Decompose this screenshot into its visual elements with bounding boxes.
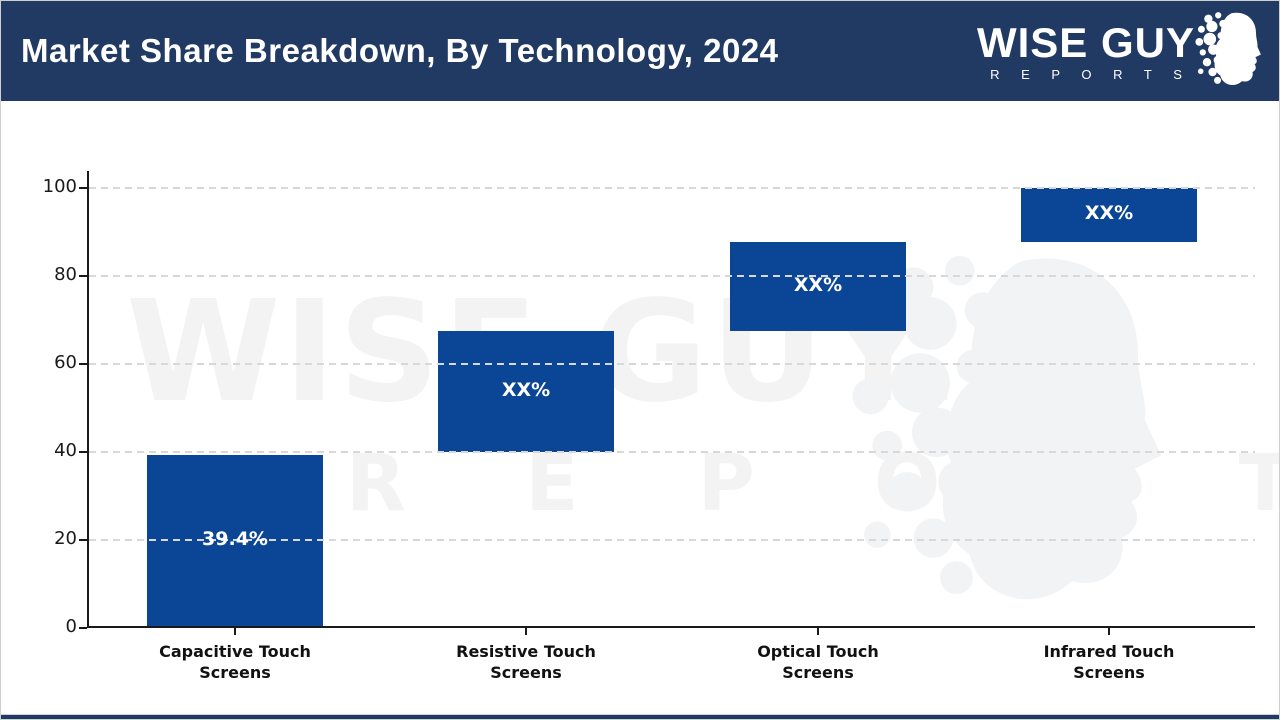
- gridline-y40: [89, 451, 1255, 453]
- x-axis-line: [87, 626, 1255, 628]
- bar-segment: [438, 331, 614, 452]
- header-bar: Market Share Breakdown, By Technology, 2…: [1, 1, 1279, 101]
- bar-segment: [730, 242, 906, 331]
- y-tick-100: [79, 187, 87, 189]
- gridline-y20: [89, 539, 1255, 541]
- gridline-y100: [89, 187, 1255, 189]
- y-tick-0: [79, 627, 87, 629]
- y-tick-label-20: 20: [54, 528, 77, 549]
- category-label: Infrared Touch Screens: [959, 641, 1259, 683]
- y-tick-label-40: 40: [54, 440, 77, 461]
- y-axis-line: [87, 171, 89, 628]
- y-tick-60: [79, 363, 87, 365]
- bar-chart-plot: 0 20 40 60 80 100 39.4% XX% XX% XX% Capacitive Tou…: [43, 171, 1255, 682]
- y-tick-label-0: 0: [65, 616, 77, 637]
- logo-wordmark-line1: WISE GUY: [976, 18, 1195, 66]
- logo-wordmark-line2: R E P O R T S: [990, 66, 1191, 82]
- bar-segment: [1021, 188, 1197, 242]
- page-title: Market Share Breakdown, By Technology, 2…: [21, 32, 779, 69]
- bar-value-label: XX%: [501, 379, 551, 401]
- category-label-line: Screens: [490, 663, 562, 682]
- category-label: Capacitive Touch Screens: [85, 641, 385, 683]
- footer-strip: [1, 714, 1279, 719]
- y-tick-label-60: 60: [54, 352, 77, 373]
- wiseguy-logo: WISE GUY R E P O R T S: [977, 9, 1267, 93]
- category-label-line: Resistive Touch: [456, 642, 596, 661]
- category-label-line: Infrared Touch: [1043, 642, 1175, 661]
- logo-wordmark: WISE GUY R E P O R T S: [976, 18, 1195, 82]
- gridline-y60: [89, 363, 1255, 365]
- x-tick: [1108, 628, 1110, 635]
- bar-value-label: XX%: [793, 274, 843, 296]
- category-label: Resistive Touch Screens: [376, 641, 676, 683]
- bar-value-label: XX%: [1084, 202, 1134, 224]
- chart-area: WISE GUY. R E P O R T S 02040608010039.4…: [1, 101, 1279, 717]
- y-tick-40: [79, 451, 87, 453]
- category-label-line: Screens: [1073, 663, 1145, 682]
- bar-value-label: 39.4%: [202, 528, 268, 550]
- gridline-y80: [89, 275, 1255, 277]
- category-label: Optical Touch Screens: [668, 641, 968, 683]
- x-tick: [234, 628, 236, 635]
- category-label-line: Screens: [782, 663, 854, 682]
- y-tick-label-100: 100: [42, 176, 77, 197]
- y-tick-80: [79, 275, 87, 277]
- y-tick-label-80: 80: [54, 264, 77, 285]
- category-label-line: Screens: [199, 663, 271, 682]
- x-tick: [525, 628, 527, 635]
- category-label-line: Capacitive Touch: [159, 642, 311, 661]
- logo-head-icon: [1195, 12, 1261, 85]
- category-label-line: Optical Touch: [757, 642, 879, 661]
- y-tick-20: [79, 539, 87, 541]
- bar-segment: [147, 455, 323, 628]
- x-tick: [817, 628, 819, 635]
